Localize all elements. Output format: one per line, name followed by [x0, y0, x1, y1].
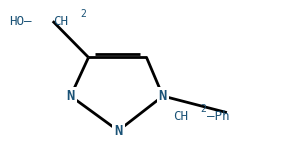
- Text: 2: 2: [80, 9, 86, 19]
- Text: —Ph: —Ph: [207, 110, 229, 123]
- Text: HO—: HO—: [10, 15, 32, 28]
- Text: N: N: [114, 124, 122, 138]
- Text: N: N: [159, 89, 167, 103]
- Text: CH: CH: [53, 15, 68, 28]
- Text: CH: CH: [173, 110, 188, 123]
- Text: 2: 2: [201, 104, 207, 114]
- Text: N: N: [66, 89, 75, 103]
